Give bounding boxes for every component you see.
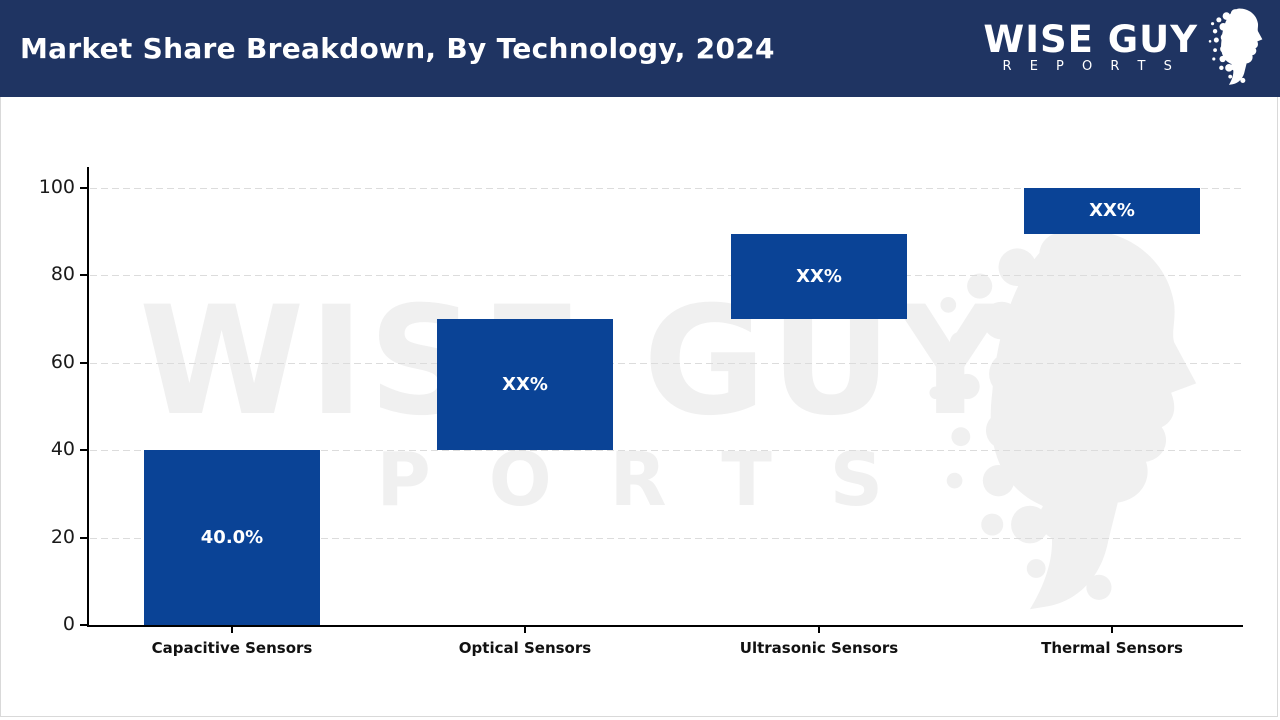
brand-subtitle: R E P O R T S xyxy=(1002,58,1179,74)
x-tick-mark-optical-sensors xyxy=(524,627,526,633)
gridline-40 xyxy=(90,450,1241,451)
brand-logo-text: WISE GUY R E P O R T S xyxy=(983,18,1198,74)
bar-value-label-thermal-sensors: XX% xyxy=(1089,200,1135,222)
y-tick-label-60: 60 xyxy=(50,350,75,373)
gridline-60 xyxy=(90,362,1241,364)
y-tick-mark-20 xyxy=(80,536,88,539)
chart-layer: 0 20 40 60 80 100 40.0% Capacitive Sensors XX% Op… xyxy=(1,97,1277,716)
y-tick-mark-0 xyxy=(80,624,88,626)
x-tick-label-thermal-sensors: Thermal Sensors xyxy=(1041,639,1183,657)
x-tick-mark-capacitive-sensors xyxy=(231,627,233,633)
x-tick-label-capacitive-sensors: Capacitive Sensors xyxy=(151,639,313,657)
brand-name: WISE GUY xyxy=(983,18,1198,62)
y-tick-label-100: 100 xyxy=(38,175,75,198)
x-axis-line xyxy=(87,625,1243,627)
y-tick-label-80: 80 xyxy=(50,263,75,285)
x-tick-label-ultrasonic-sensors: Ultrasonic Sensors xyxy=(739,639,899,657)
y-tick-label-20: 20 xyxy=(50,525,75,548)
bar-value-label-capacitive-sensors: 40.0% xyxy=(200,527,264,548)
y-tick-mark-100 xyxy=(80,186,88,189)
y-axis-line xyxy=(87,167,89,627)
gridline-80 xyxy=(90,275,1241,276)
x-tick-label-optical-sensors: Optical Sensors xyxy=(458,639,592,657)
brand-head-icon xyxy=(1202,6,1266,88)
bar-value-label-optical-sensors: XX% xyxy=(502,373,548,395)
y-tick-label-40: 40 xyxy=(50,438,75,460)
y-tick-mark-40 xyxy=(80,449,88,451)
bar-ultrasonic-sensors: XX% xyxy=(731,233,907,319)
gridline-20 xyxy=(90,537,1241,539)
bar-thermal-sensors: XX% xyxy=(1024,187,1200,234)
brand-logo: WISE GUY R E P O R T S xyxy=(983,6,1266,88)
chart-canvas: WISE GUY REPORTS 0 20 40 60 80 100 40.0% Capaci… xyxy=(0,97,1278,717)
y-tick-mark-80 xyxy=(80,274,88,276)
bar-value-label-ultrasonic-sensors: XX% xyxy=(796,265,842,287)
gridline-100 xyxy=(90,187,1241,189)
page-title: Market Share Breakdown, By Technology, 2… xyxy=(20,32,775,65)
y-tick-mark-60 xyxy=(80,361,88,364)
x-tick-mark-ultrasonic-sensors xyxy=(818,627,820,633)
y-tick-label-0: 0 xyxy=(62,613,75,635)
header-bar: Market Share Breakdown, By Technology, 2… xyxy=(0,0,1280,97)
bar-capacitive-sensors: 40.0% xyxy=(144,450,320,625)
x-tick-mark-thermal-sensors xyxy=(1111,627,1113,633)
bar-optical-sensors: XX% xyxy=(437,318,613,450)
